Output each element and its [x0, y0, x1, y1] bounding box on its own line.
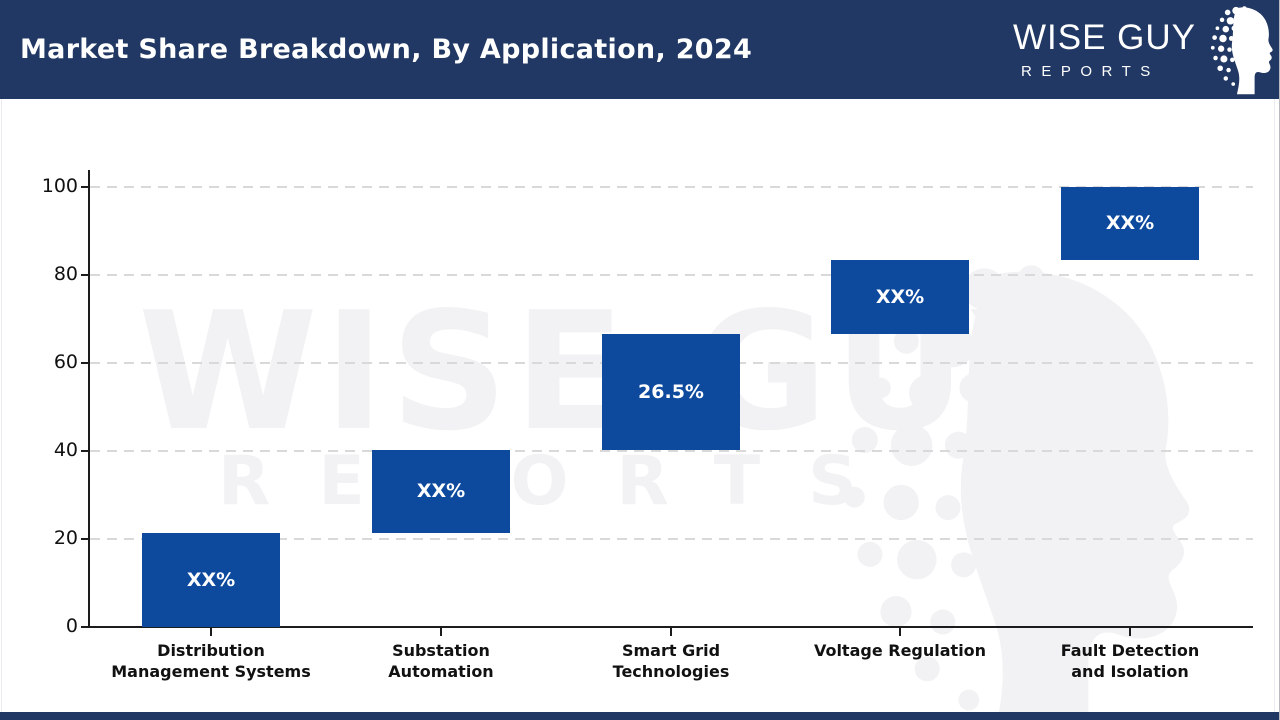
x-category-label: Voltage Regulation	[780, 640, 1020, 661]
x-axis-line	[88, 626, 1253, 628]
x-category-label: Fault Detection and Isolation	[1010, 640, 1250, 682]
bar-3: 26.5%	[602, 333, 740, 451]
right-border-line	[1274, 99, 1275, 712]
logo-text-line1: WISE GUY	[1013, 18, 1196, 57]
y-axis-tick	[81, 186, 89, 188]
y-axis-line	[88, 170, 90, 628]
bar-2: XX%	[372, 450, 510, 533]
y-axis-tick-label: 20	[53, 527, 78, 549]
y-axis-tick-label: 100	[41, 175, 78, 197]
x-category-label-line: Technologies	[612, 662, 730, 681]
y-axis-tick	[81, 274, 89, 276]
gridline-y80	[90, 274, 1253, 276]
x-axis-tick	[210, 628, 212, 636]
gridline-y20	[90, 538, 1253, 540]
y-axis-tick	[81, 538, 89, 540]
bar-value-label: 26.5%	[638, 380, 704, 403]
x-category-label-line: Distribution	[157, 641, 265, 660]
y-axis-tick	[81, 626, 89, 628]
y-axis-tick-label: 80	[53, 263, 78, 285]
bar-value-label: XX%	[1105, 212, 1155, 235]
header-bar: Market Share Breakdown, By Application, …	[0, 0, 1279, 99]
bar-5: XX%	[1061, 187, 1199, 260]
x-axis-tick	[1129, 628, 1131, 636]
x-category-label-line: Voltage Regulation	[813, 641, 987, 660]
x-category-label-line: Substation	[392, 641, 490, 660]
x-category-label-line: Automation	[388, 662, 494, 681]
x-category-label: Distribution Management Systems	[91, 640, 331, 682]
bar-4: XX%	[831, 259, 969, 334]
x-category-label-line: Management Systems	[111, 662, 311, 681]
y-axis-tick	[81, 362, 89, 364]
x-category-label-line: Fault Detection	[1060, 641, 1200, 660]
x-axis-tick	[670, 628, 672, 636]
bar-1: XX%	[142, 532, 280, 627]
x-category-label: Substation Automation	[321, 640, 561, 682]
x-category-label-line: Smart Grid	[621, 641, 721, 660]
y-axis-tick	[81, 450, 89, 452]
x-axis-tick	[440, 628, 442, 636]
y-axis-tick-label: 60	[53, 351, 78, 373]
x-axis-tick	[899, 628, 901, 636]
y-axis-tick-label: 40	[53, 439, 78, 461]
left-border-line	[1, 99, 2, 712]
wiseguy-logo: WISE GUY REPORTS	[1013, 6, 1273, 95]
footer-bar	[0, 712, 1279, 720]
logo-face-icon	[1210, 6, 1273, 95]
page-title: Market Share Breakdown, By Application, …	[20, 34, 753, 65]
logo-text-line2: REPORTS	[1021, 63, 1160, 80]
x-category-label-line: and Isolation	[1071, 662, 1189, 681]
bar-value-label: XX%	[186, 568, 236, 591]
bar-value-label: XX%	[875, 285, 925, 308]
gridline-y40	[90, 450, 1253, 452]
y-axis-tick-label: 0	[65, 615, 78, 637]
x-category-label: Smart Grid Technologies	[551, 640, 791, 682]
gridline-y100	[90, 186, 1253, 188]
bar-value-label: XX%	[416, 480, 466, 503]
